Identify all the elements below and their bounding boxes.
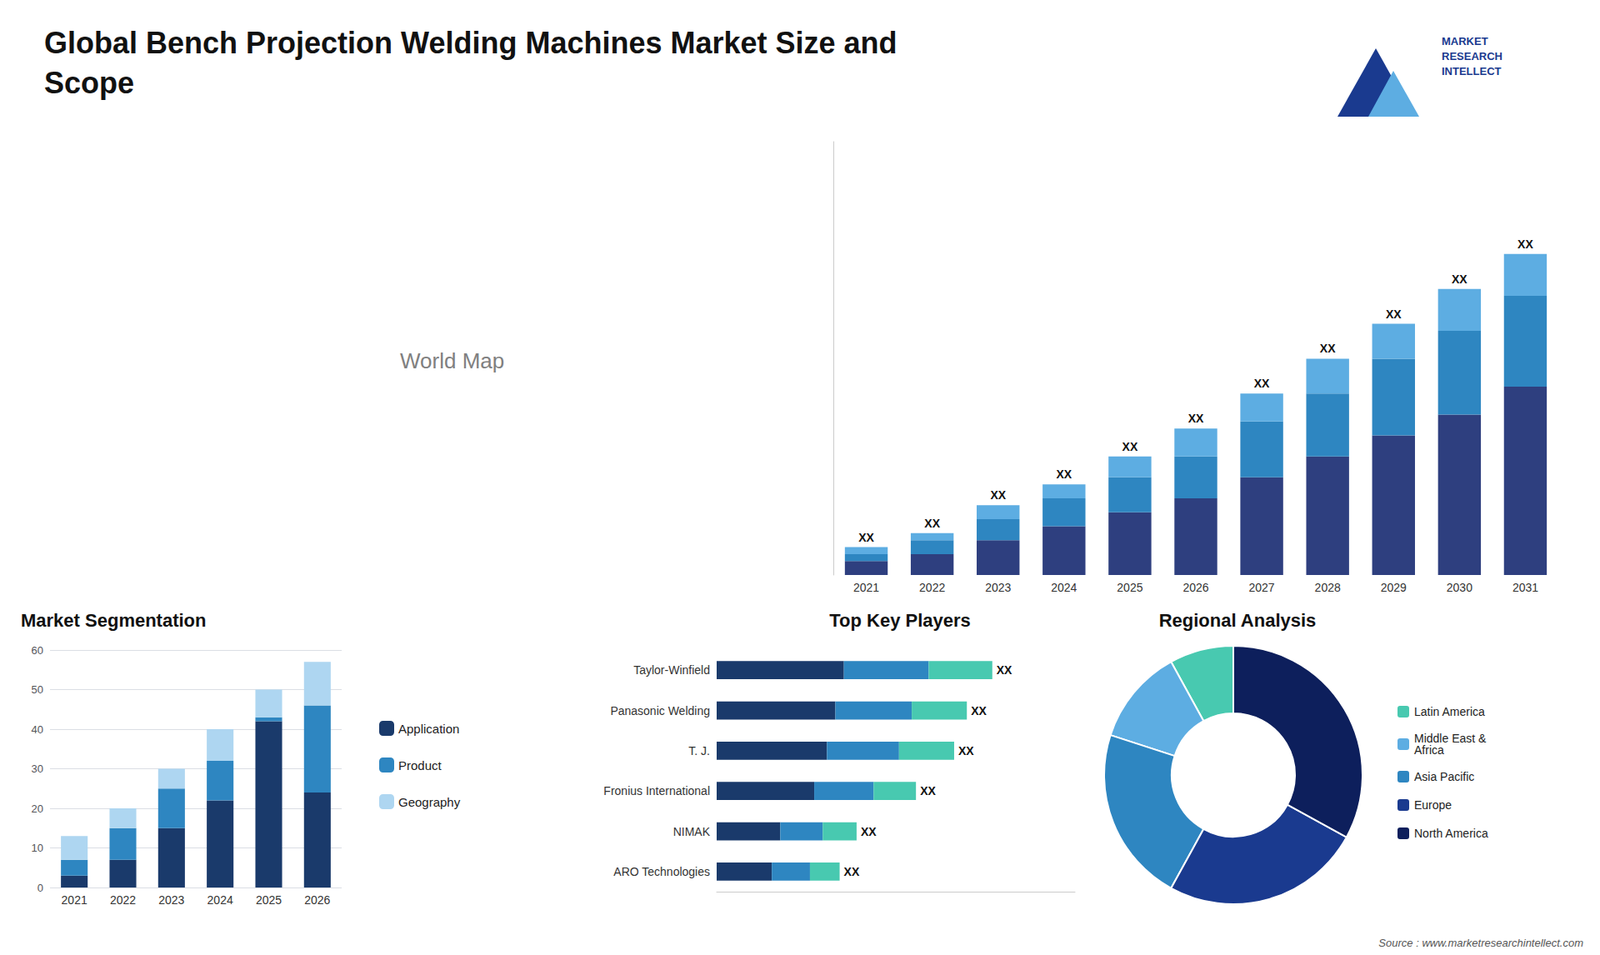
svg-text:10: 10 <box>31 841 44 855</box>
svg-text:T. J.: T. J. <box>688 744 710 758</box>
svg-text:0: 0 <box>37 881 44 895</box>
svg-text:XX: XX <box>844 865 860 879</box>
svg-text:30: 30 <box>31 762 44 775</box>
svg-text:2024: 2024 <box>1050 580 1077 595</box>
svg-text:XX: XX <box>1055 467 1072 481</box>
svg-text:MARKET: MARKET <box>1441 35 1489 48</box>
svg-text:Latin America: Latin America <box>1414 705 1485 719</box>
svg-text:2028: 2028 <box>1315 580 1341 595</box>
svg-text:2026: 2026 <box>304 893 330 907</box>
svg-text:Product: Product <box>398 758 443 773</box>
svg-text:50: 50 <box>31 683 44 696</box>
svg-text:XX: XX <box>970 704 987 718</box>
svg-text:XX: XX <box>1385 307 1402 321</box>
svg-text:XX: XX <box>1254 376 1270 390</box>
svg-text:XX: XX <box>996 663 1013 677</box>
svg-text:60: 60 <box>31 644 44 657</box>
svg-text:2025: 2025 <box>255 893 282 907</box>
svg-text:2022: 2022 <box>110 893 136 907</box>
svg-text:40: 40 <box>31 723 44 736</box>
svg-text:Application: Application <box>398 721 460 736</box>
svg-text:2021: 2021 <box>61 893 88 907</box>
svg-text:XX: XX <box>860 825 877 839</box>
svg-text:Asia Pacific: Asia Pacific <box>1414 770 1475 784</box>
svg-text:World Map: World Map <box>400 348 505 374</box>
svg-text:Top Key Players: Top Key Players <box>829 610 971 631</box>
svg-text:Geography: Geography <box>398 795 461 810</box>
svg-text:Middle East &: Middle East & <box>1414 731 1487 745</box>
svg-text:2021: 2021 <box>853 580 880 595</box>
svg-text:Panasonic Welding: Panasonic Welding <box>610 704 710 718</box>
svg-text:XX: XX <box>958 744 975 758</box>
svg-text:XX: XX <box>1320 341 1336 355</box>
svg-text:XX: XX <box>920 784 936 798</box>
svg-text:2023: 2023 <box>985 580 1011 595</box>
svg-text:XX: XX <box>990 488 1006 502</box>
svg-text:2025: 2025 <box>1116 580 1143 595</box>
svg-text:ARO Technologies: ARO Technologies <box>613 865 710 879</box>
svg-text:XX: XX <box>858 530 875 545</box>
svg-text:Global Bench Projection Weldin: Global Bench Projection Welding Machines… <box>44 25 898 60</box>
svg-text:Africa: Africa <box>1414 743 1445 757</box>
svg-text:20: 20 <box>31 802 44 815</box>
svg-text:XX: XX <box>1517 237 1534 251</box>
svg-text:2022: 2022 <box>919 580 945 595</box>
svg-text:NIMAK: NIMAK <box>673 825 711 839</box>
svg-text:2027: 2027 <box>1249 580 1275 595</box>
svg-text:Fronius International: Fronius International <box>603 784 710 798</box>
svg-text:XX: XX <box>1451 272 1468 286</box>
svg-text:XX: XX <box>924 516 940 530</box>
svg-text:2029: 2029 <box>1380 580 1407 595</box>
svg-text:North America: North America <box>1414 826 1489 840</box>
svg-text:INTELLECT: INTELLECT <box>1441 65 1502 78</box>
svg-text:Market Segmentation: Market Segmentation <box>20 610 207 631</box>
svg-text:XX: XX <box>1188 411 1205 425</box>
svg-text:Taylor-Winfield: Taylor-Winfield <box>633 663 710 677</box>
svg-text:Europe: Europe <box>1414 798 1452 812</box>
svg-text:2023: 2023 <box>158 893 185 907</box>
svg-text:2026: 2026 <box>1182 580 1209 595</box>
svg-text:2030: 2030 <box>1446 580 1473 595</box>
svg-text:Regional Analysis: Regional Analysis <box>1159 610 1317 631</box>
svg-text:2031: 2031 <box>1512 580 1539 595</box>
svg-text:2024: 2024 <box>207 893 234 907</box>
svg-text:Source : www.marketresearchint: Source : www.marketresearchintellect.com <box>1378 936 1584 950</box>
svg-text:XX: XX <box>1122 440 1139 454</box>
svg-text:RESEARCH: RESEARCH <box>1441 50 1503 63</box>
svg-text:Scope: Scope <box>44 65 135 100</box>
